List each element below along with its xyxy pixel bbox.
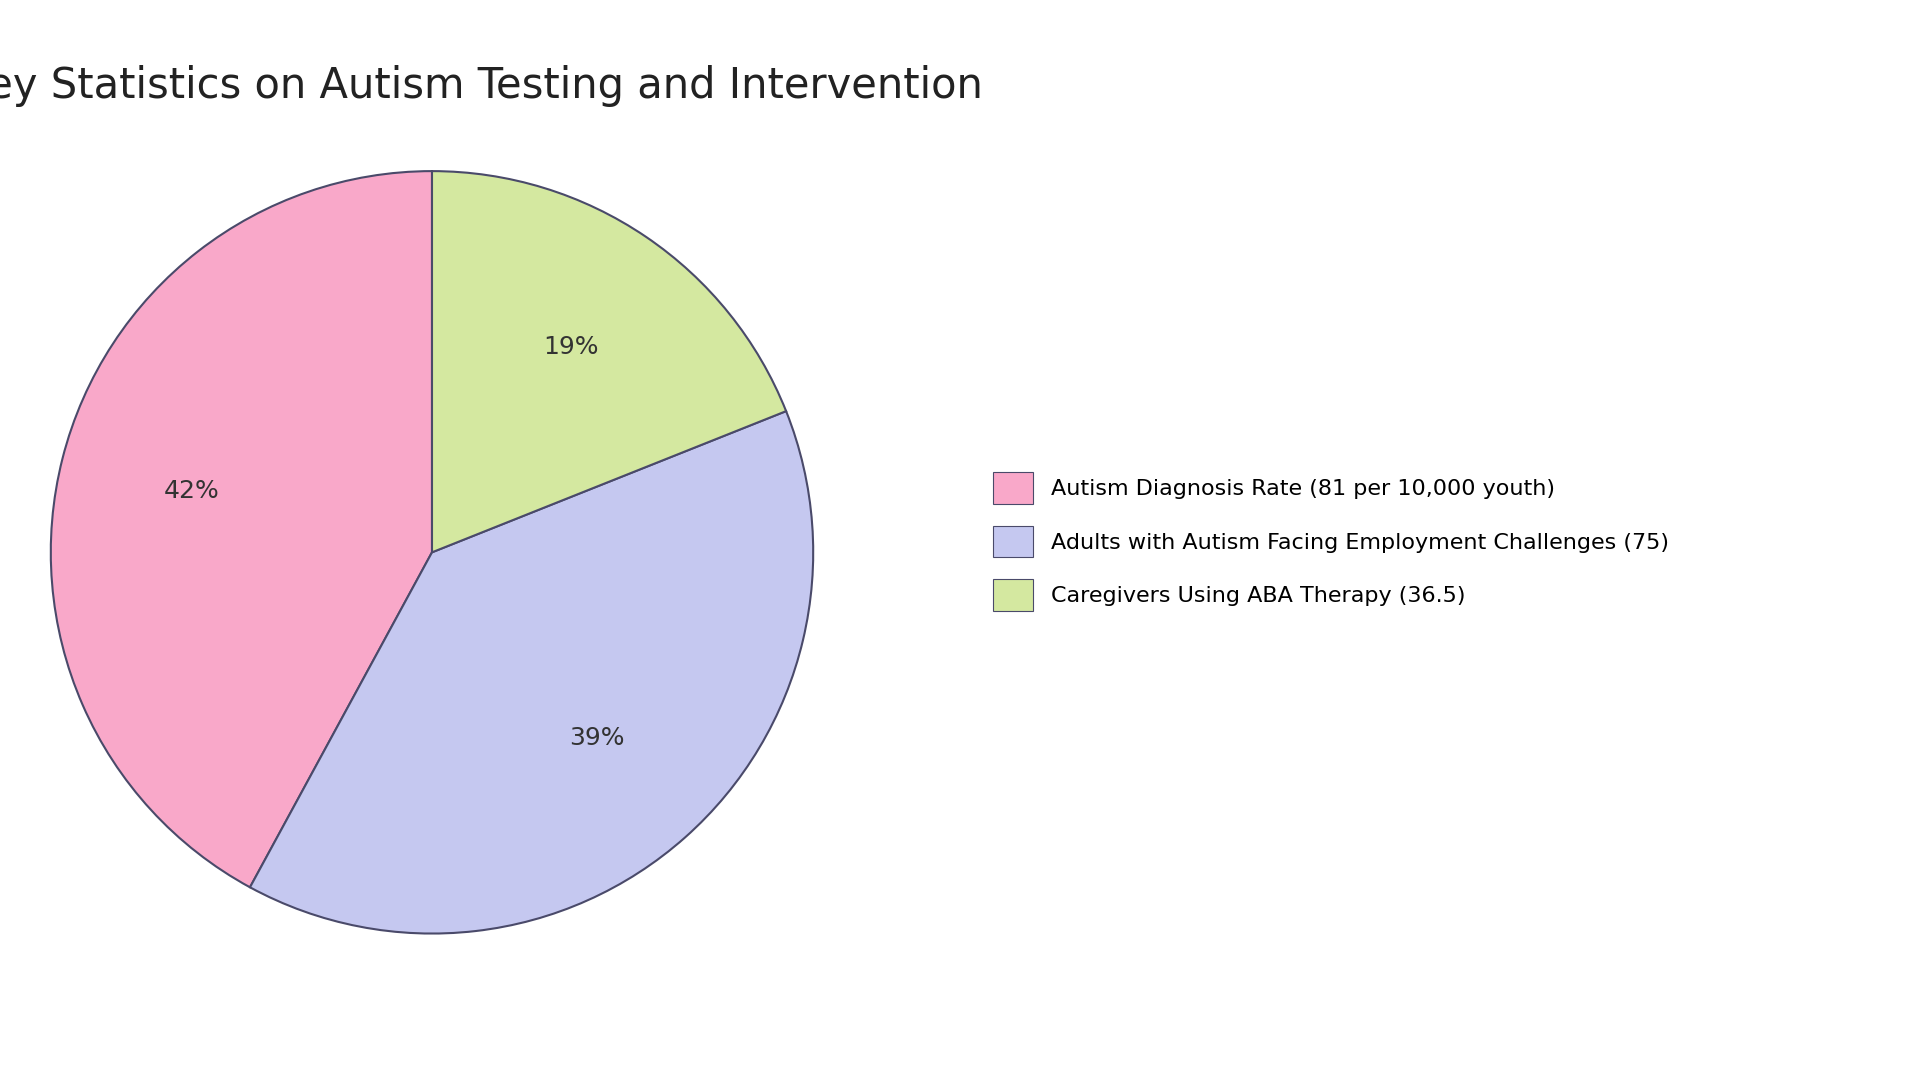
Wedge shape (432, 171, 785, 552)
Text: 42%: 42% (163, 480, 219, 504)
Text: Key Statistics on Autism Testing and Intervention: Key Statistics on Autism Testing and Int… (0, 65, 983, 107)
Text: 19%: 19% (543, 336, 599, 360)
Legend: Autism Diagnosis Rate (81 per 10,000 youth), Adults with Autism Facing Employmen: Autism Diagnosis Rate (81 per 10,000 you… (972, 449, 1692, 634)
Wedge shape (50, 171, 432, 887)
Text: 39%: 39% (568, 726, 624, 749)
Wedge shape (250, 412, 814, 934)
